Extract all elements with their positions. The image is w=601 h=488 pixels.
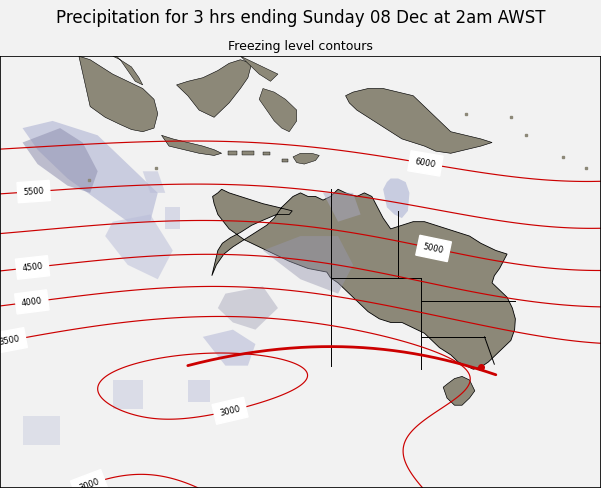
Polygon shape xyxy=(105,215,173,279)
Polygon shape xyxy=(23,128,98,193)
Polygon shape xyxy=(212,189,516,369)
Text: Precipitation for 3 hrs ending Sunday 08 Dec at 2am AWST: Precipitation for 3 hrs ending Sunday 08… xyxy=(56,9,545,27)
Polygon shape xyxy=(188,380,210,402)
Polygon shape xyxy=(143,171,165,193)
Polygon shape xyxy=(23,121,158,222)
Polygon shape xyxy=(383,179,409,218)
Polygon shape xyxy=(113,380,143,409)
Text: 5000: 5000 xyxy=(423,242,445,255)
Polygon shape xyxy=(443,376,475,405)
Polygon shape xyxy=(282,159,288,162)
Polygon shape xyxy=(113,56,143,85)
Text: 3000: 3000 xyxy=(78,477,100,488)
Text: 4500: 4500 xyxy=(22,262,43,273)
Polygon shape xyxy=(240,56,278,81)
Text: 3500: 3500 xyxy=(0,334,21,347)
Polygon shape xyxy=(79,56,158,132)
Polygon shape xyxy=(165,207,180,229)
Polygon shape xyxy=(263,152,270,155)
Text: 4000: 4000 xyxy=(21,296,43,308)
Polygon shape xyxy=(323,193,361,222)
Polygon shape xyxy=(263,236,353,294)
Polygon shape xyxy=(228,151,237,155)
Polygon shape xyxy=(293,153,319,164)
Polygon shape xyxy=(346,88,492,153)
Polygon shape xyxy=(177,60,252,117)
Polygon shape xyxy=(242,151,254,155)
Text: 5500: 5500 xyxy=(23,186,44,197)
Polygon shape xyxy=(23,416,60,445)
Text: 6000: 6000 xyxy=(414,157,436,170)
Text: 3000: 3000 xyxy=(219,404,242,418)
Text: Freezing level contours: Freezing level contours xyxy=(228,40,373,53)
Polygon shape xyxy=(259,88,297,132)
Polygon shape xyxy=(203,330,255,366)
Polygon shape xyxy=(218,286,278,330)
Polygon shape xyxy=(162,135,222,156)
